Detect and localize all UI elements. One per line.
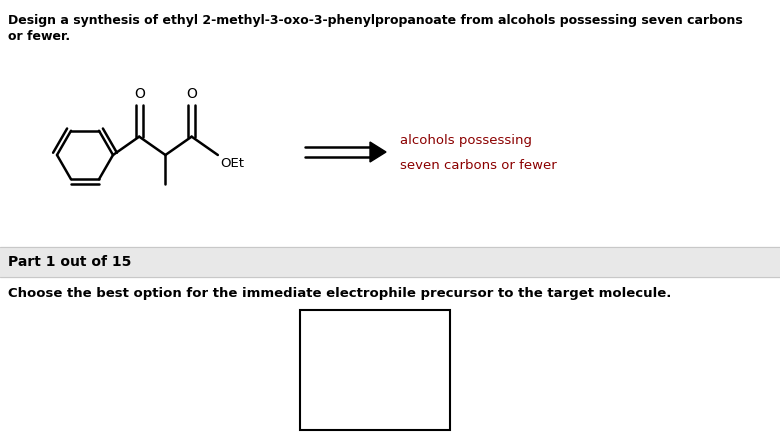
Text: seven carbons or fewer: seven carbons or fewer xyxy=(400,159,557,172)
Text: Part 1 out of 15: Part 1 out of 15 xyxy=(8,255,131,269)
Text: or fewer.: or fewer. xyxy=(8,30,70,43)
Text: O: O xyxy=(186,86,197,101)
Text: alcohols possessing: alcohols possessing xyxy=(400,134,532,147)
Bar xyxy=(300,310,450,430)
Text: OEt: OEt xyxy=(220,157,244,170)
Bar xyxy=(0,247,780,277)
Text: Choose the best option for the immediate electrophile precursor to the target mo: Choose the best option for the immediate… xyxy=(8,287,672,300)
Polygon shape xyxy=(370,142,386,162)
Text: O: O xyxy=(134,86,144,101)
Text: Design a synthesis of ethyl 2-methyl-3-oxo-3-phenylpropanoate from alcohols poss: Design a synthesis of ethyl 2-methyl-3-o… xyxy=(8,14,743,27)
